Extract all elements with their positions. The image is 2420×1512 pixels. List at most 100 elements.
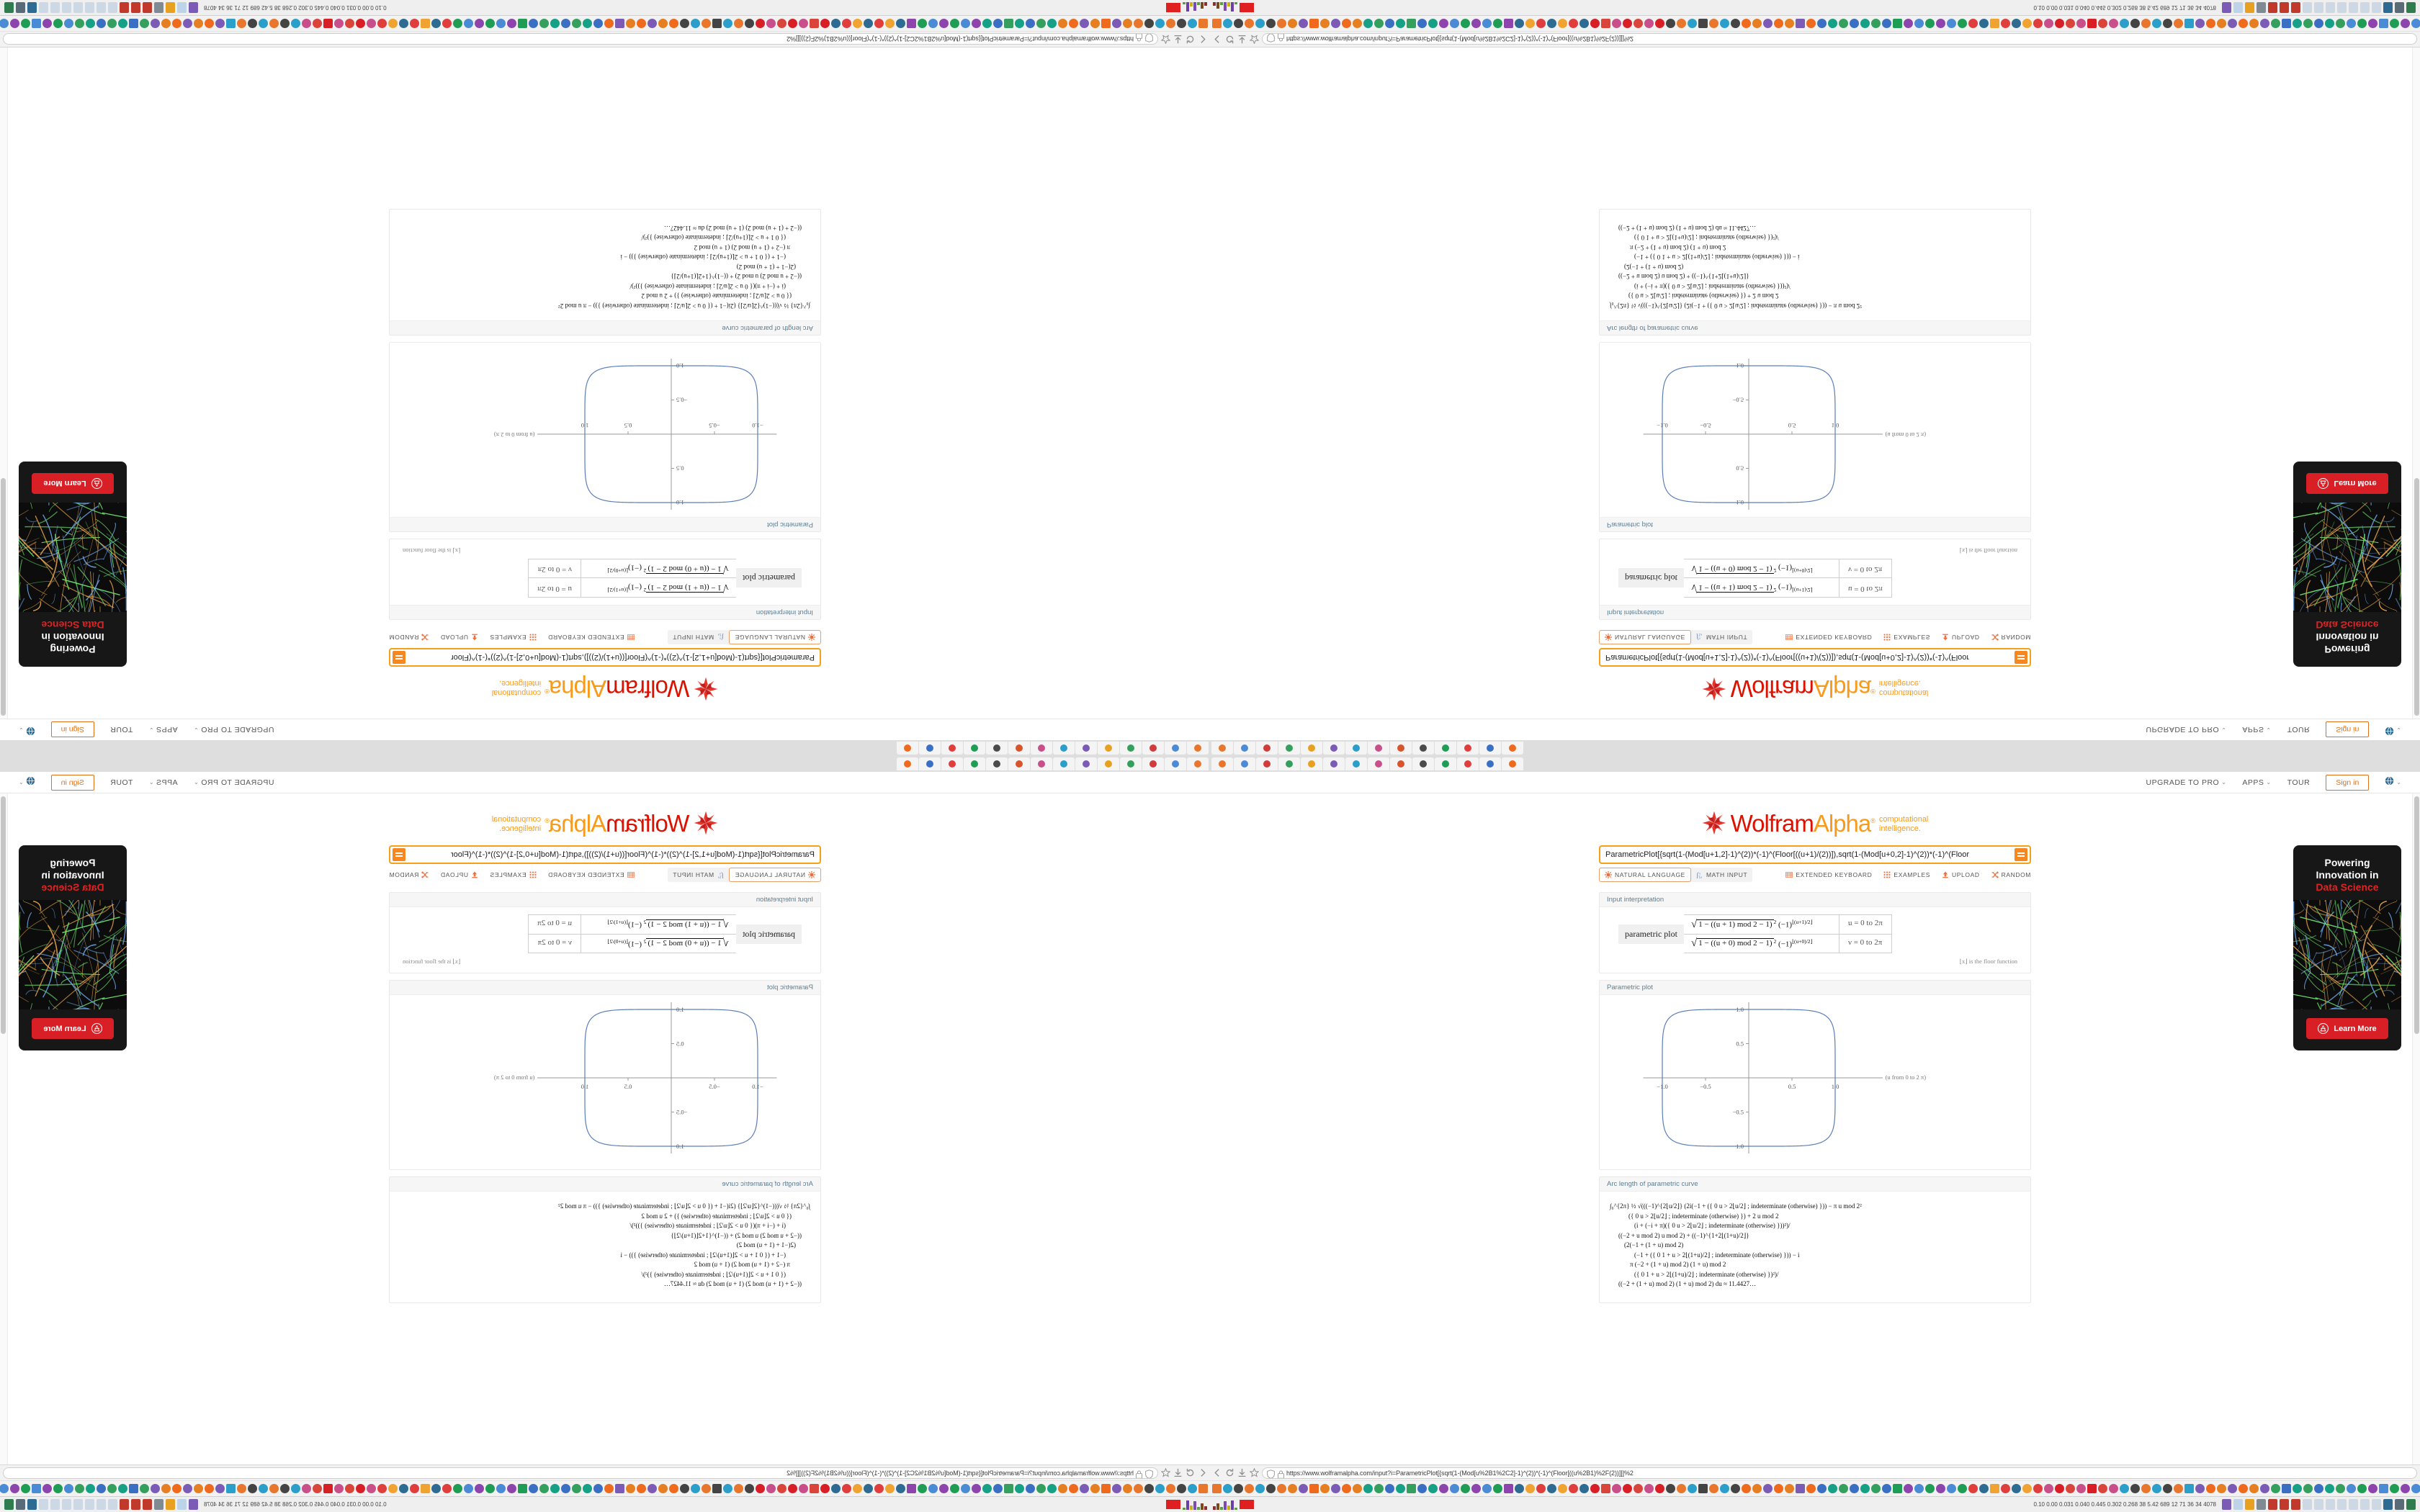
bookmark-favicon[interactable] [1266,1484,1276,1493]
bookmark-favicon[interactable] [2293,1484,2302,1493]
bookmark-favicon[interactable] [1212,19,1222,28]
search-bar[interactable] [389,648,821,667]
bookmark-favicon[interactable] [1677,1484,1686,1493]
bookmark-favicon[interactable] [1112,1484,1121,1493]
bookmark-favicon[interactable] [1525,19,1535,28]
browser-tab[interactable] [897,742,918,755]
bookmark-favicon[interactable] [539,19,549,28]
taskbar-app-icon[interactable] [166,2,175,13]
bookmark-favicon[interactable] [1428,19,1438,28]
tool-examples[interactable]: EXAMPLES [1883,871,1930,878]
mode-math-input[interactable]: ∫ π Σa MATH INPUT [668,868,729,881]
bookmark-favicon[interactable] [1731,1484,1740,1493]
bookmark-favicon[interactable] [1069,19,1078,28]
browser-tab[interactable] [919,742,941,755]
bookmark-favicon[interactable] [766,1484,776,1493]
bookmark-favicon[interactable] [2347,1484,2356,1493]
bookmark-favicon[interactable] [107,19,117,28]
taskbar-app-icon[interactable] [189,2,198,13]
bookmark-favicon[interactable] [1634,1484,1643,1493]
bookmark-favicon[interactable] [2087,19,2097,28]
back-arrow-icon[interactable] [1213,1468,1222,1477]
language-selector[interactable]: ⌄ [19,724,35,737]
bookmark-favicon[interactable] [1569,19,1578,28]
bookmark-favicon[interactable] [2087,1484,2097,1493]
bookmark-favicon[interactable] [972,1484,981,1493]
bookmark-favicon[interactable] [1904,1484,1913,1493]
browser-tab[interactable] [986,742,1008,755]
bookmark-favicon[interactable] [475,19,484,28]
taskbar-app-icon[interactable] [2337,2,2347,13]
taskbar-app-icon[interactable] [4,2,14,13]
bookmark-favicon[interactable] [1036,19,1046,28]
bookmark-favicon[interactable] [1871,1484,1881,1493]
bookmark-favicon[interactable] [2163,19,2172,28]
taskbar-app-icon[interactable] [2280,1499,2289,1510]
bookmark-favicon[interactable] [2022,19,2032,28]
bookmark-favicon[interactable] [1245,19,1254,28]
shield-icon[interactable] [1145,1469,1154,1479]
bookmark-favicon[interactable] [864,1484,873,1493]
page-scrollbar[interactable] [2412,793,2420,1464]
bookmark-favicon[interactable] [1471,1484,1481,1493]
bookmark-favicon[interactable] [1666,19,1675,28]
bookmark-favicon[interactable] [1320,1484,1330,1493]
bookmark-favicon[interactable] [626,19,635,28]
taskbar-app-icon[interactable] [131,2,140,13]
bookmark-favicon[interactable] [302,1484,311,1493]
browser-tab[interactable] [1075,742,1097,755]
bookmark-favicon[interactable] [2033,19,2043,28]
taskbar-app-icon[interactable] [120,1499,129,1510]
bookmark-favicon[interactable] [853,19,862,28]
browser-tab[interactable] [1098,757,1119,770]
bookmark-favicon[interactable] [561,1484,570,1493]
browser-tab[interactable] [1345,757,1367,770]
bookmark-favicon[interactable] [799,19,808,28]
bookmark-favicon[interactable] [1112,19,1121,28]
bookmark-favicon[interactable] [1558,19,1567,28]
taskbar-app-icon[interactable] [97,1499,106,1510]
browser-tab-strip[interactable] [1210,740,2420,756]
taskbar-app-icon[interactable] [2383,1499,2393,1510]
tool-random[interactable]: RANDOM [1991,871,2031,878]
bookmark-favicon[interactable] [32,19,41,28]
bookmark-favicon[interactable] [2347,19,2356,28]
bookmark-favicon[interactable] [151,1484,160,1493]
bookmark-favicon[interactable] [529,1484,538,1493]
bookmark-favicon[interactable] [64,1484,73,1493]
browser-tab[interactable] [897,757,918,770]
bookmark-favicon[interactable] [756,19,765,28]
bookmark-favicon[interactable] [1266,19,1276,28]
bookmark-favicon[interactable] [777,1484,786,1493]
bookmark-favicon[interactable] [1407,1484,1416,1493]
bookmark-favicon[interactable] [529,19,538,28]
address-bar[interactable]: https://www.wolframalpha.com/input?i=Par… [3,33,1158,45]
bookmark-favicon[interactable] [2066,1484,2075,1493]
bookmark-favicon[interactable] [248,19,257,28]
bookmark-favicon[interactable] [269,19,279,28]
nav-item-apps[interactable]: APPS ⌄ [148,726,177,734]
bookmark-favicon[interactable] [1234,1484,1243,1493]
search-input[interactable] [405,653,815,662]
bookmark-favicon[interactable] [75,19,84,28]
bookmark-favicon[interactable] [1277,19,1286,28]
bookmark-favicon[interactable] [2357,19,2367,28]
nav-item-upgrade[interactable]: UPGRADE TO PRO ⌄ [2146,778,2226,787]
bookmark-favicon[interactable] [1353,19,1362,28]
star-icon[interactable] [1250,1468,1259,1477]
bookmark-favicon[interactable] [421,1484,430,1493]
taskbar-app-icon[interactable] [2326,1499,2335,1510]
taskbar-app-icon[interactable] [177,2,187,13]
bookmark-favicon[interactable] [842,19,851,28]
search-input[interactable] [1605,653,2015,662]
bookmark-favicon[interactable] [2249,1484,2259,1493]
browser-tab[interactable] [941,742,963,755]
search-input[interactable] [405,850,815,859]
bookmark-favicon[interactable] [75,1484,84,1493]
bookmark-favicon[interactable] [1634,19,1643,28]
bookmark-favicon[interactable] [205,19,214,28]
taskbar-app-icon[interactable] [2303,1499,2312,1510]
bookmark-favicon[interactable] [86,1484,95,1493]
bookmark-favicon[interactable] [1850,1484,1859,1493]
bookmark-favicon[interactable] [1036,1484,1046,1493]
